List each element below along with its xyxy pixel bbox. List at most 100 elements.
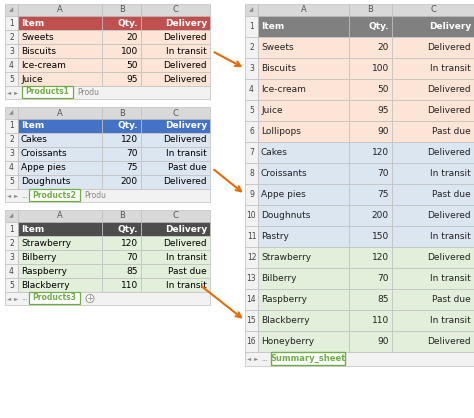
Bar [141, 133, 210, 147]
Bar [245, 247, 258, 268]
Bar [141, 210, 210, 222]
Bar [349, 16, 392, 37]
Bar [141, 30, 210, 44]
Bar [141, 236, 210, 250]
Bar [392, 37, 474, 58]
Text: Produ: Produ [84, 191, 106, 200]
Text: 50: 50 [127, 61, 138, 69]
Bar [5, 16, 18, 30]
Bar [245, 79, 258, 100]
Bar [102, 278, 141, 292]
Bar [18, 278, 102, 292]
Text: Delivered: Delivered [428, 43, 471, 52]
Text: 4: 4 [9, 163, 14, 173]
Bar [5, 189, 210, 202]
Bar [102, 264, 141, 278]
Text: 2: 2 [9, 239, 14, 247]
Text: 10: 10 [246, 211, 256, 220]
Text: Products1: Products1 [26, 87, 69, 97]
Text: 12: 12 [247, 253, 256, 262]
Bar [349, 205, 392, 226]
Text: 1: 1 [9, 224, 14, 234]
Bar [29, 189, 80, 201]
Bar [5, 133, 18, 147]
Bar [392, 205, 474, 226]
Text: 4: 4 [249, 85, 254, 94]
Bar [245, 37, 258, 58]
Bar [392, 289, 474, 310]
Text: ◄: ◄ [7, 90, 11, 95]
Bar [349, 4, 392, 16]
Bar [141, 16, 210, 30]
Bar [141, 44, 210, 58]
Bar [18, 119, 102, 133]
Text: In transit: In transit [166, 46, 207, 56]
Bar [18, 30, 102, 44]
Bar [349, 184, 392, 205]
Text: In transit: In transit [430, 232, 471, 241]
Bar [392, 58, 474, 79]
Text: 85: 85 [127, 267, 138, 275]
Bar [18, 250, 102, 264]
Text: 70: 70 [377, 274, 389, 283]
Bar [141, 107, 210, 119]
Text: Sweets: Sweets [261, 43, 293, 52]
Text: 95: 95 [127, 74, 138, 84]
Bar [245, 310, 258, 331]
Bar [5, 4, 18, 16]
Bar [349, 310, 392, 331]
Bar [141, 250, 210, 264]
Text: Doughnuts: Doughnuts [21, 178, 70, 186]
Text: A: A [301, 5, 306, 15]
Text: ◢: ◢ [9, 214, 14, 219]
Bar [141, 72, 210, 86]
Text: 95: 95 [377, 106, 389, 115]
Text: 3: 3 [9, 252, 14, 262]
Bar [18, 133, 102, 147]
Text: 5: 5 [9, 178, 14, 186]
Text: Honeyberry: Honeyberry [261, 337, 314, 346]
Text: Biscuits: Biscuits [261, 64, 296, 73]
Text: Past due: Past due [432, 127, 471, 136]
Text: Produ: Produ [77, 88, 99, 97]
Text: Raspberry: Raspberry [261, 295, 307, 304]
Text: Biscuits: Biscuits [21, 46, 56, 56]
Text: 75: 75 [377, 190, 389, 199]
Text: Delivered: Delivered [428, 253, 471, 262]
Text: Delivery: Delivery [165, 122, 207, 130]
Bar [18, 107, 102, 119]
Bar [258, 58, 349, 79]
Bar [258, 184, 349, 205]
Bar [29, 292, 80, 304]
Text: 120: 120 [372, 253, 389, 262]
Text: 2: 2 [9, 33, 14, 41]
Bar [392, 268, 474, 289]
Bar [245, 226, 258, 247]
Text: 90: 90 [377, 337, 389, 346]
Bar [392, 16, 474, 37]
Text: Delivered: Delivered [164, 61, 207, 69]
Text: 3: 3 [9, 150, 14, 158]
Bar [102, 210, 141, 222]
Text: Juice: Juice [21, 74, 43, 84]
Bar [5, 161, 18, 175]
Text: 100: 100 [120, 46, 138, 56]
Bar [245, 205, 258, 226]
Text: B: B [367, 5, 373, 15]
Bar [141, 222, 210, 236]
Bar [141, 175, 210, 189]
Text: Delivery: Delivery [429, 22, 471, 31]
Text: Delivered: Delivered [428, 148, 471, 157]
Text: Delivery: Delivery [165, 18, 207, 28]
Text: In transit: In transit [430, 169, 471, 178]
Bar [392, 310, 474, 331]
Text: 70: 70 [127, 150, 138, 158]
Text: 110: 110 [120, 280, 138, 290]
Text: 14: 14 [246, 295, 256, 304]
Text: 4: 4 [9, 267, 14, 275]
Bar [245, 289, 258, 310]
Text: Croissants: Croissants [261, 169, 308, 178]
Text: ◢: ◢ [9, 8, 14, 13]
Bar [18, 72, 102, 86]
Bar [18, 16, 102, 30]
